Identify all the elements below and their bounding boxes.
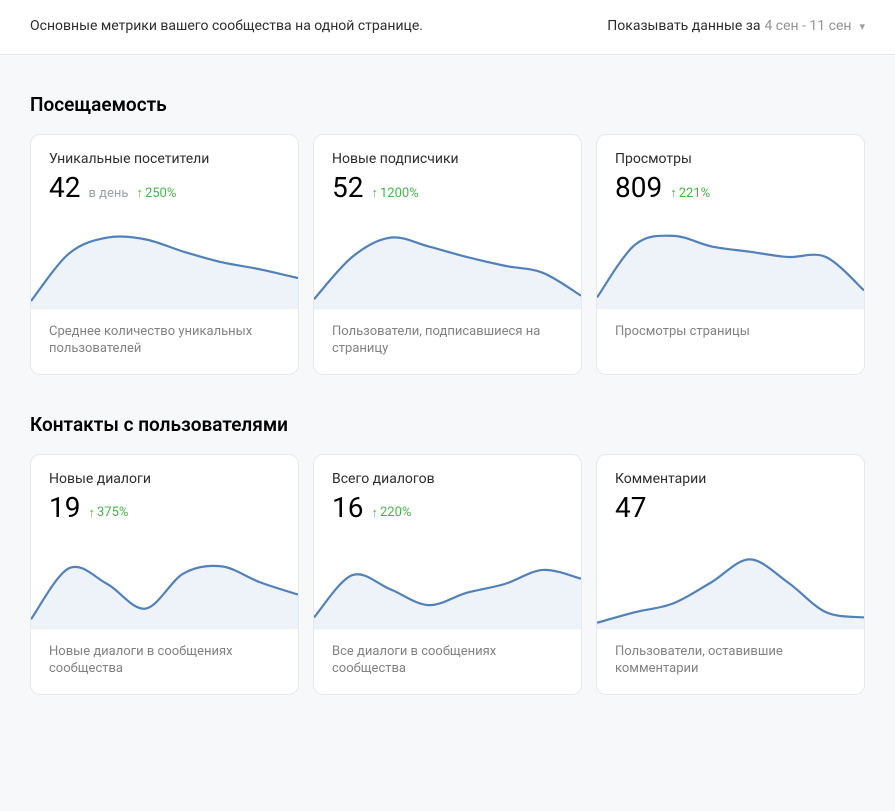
card-title: Уникальные посетители (49, 151, 280, 167)
metrics-section: Посещаемость Уникальные посетители 42 в ден… (0, 93, 895, 375)
card-value-row: 42 в день ↑ 250% (49, 173, 280, 204)
card-value-row: 52 ↑ 1200% (332, 173, 563, 204)
card-value-row: 19 ↑ 375% (49, 493, 280, 524)
section-title: Контакты с пользователями (30, 413, 865, 436)
card-trend: ↑ 220% (371, 505, 411, 521)
card-trend-pct: 375% (97, 505, 128, 520)
sparkline-chart (31, 220, 298, 308)
metric-card[interactable]: Новые подписчики 52 ↑ 1200% Пользователи, … (313, 134, 582, 375)
card-footer: Просмотры страницы (597, 308, 864, 366)
card-title: Новые подписчики (332, 151, 563, 167)
header-description: Основные метрики вашего сообщества на од… (30, 18, 423, 34)
arrow-up-icon: ↑ (88, 505, 95, 521)
sparkline-chart (314, 220, 581, 308)
arrow-up-icon: ↑ (136, 185, 143, 201)
date-label: Показывать данные за (607, 18, 760, 34)
card-footer: Пользователи, подписавшиеся на страницу (314, 308, 581, 374)
card-value-row: 809 ↑ 221% (615, 173, 846, 204)
card-trend: ↑ 1200% (371, 185, 418, 201)
metric-card[interactable]: Новые диалоги 19 ↑ 375% Новые диалоги в со… (30, 454, 299, 695)
section-title: Посещаемость (30, 93, 865, 116)
card-footer: Среднее количество уникальных пользовате… (31, 308, 298, 374)
date-range-picker[interactable]: Показывать данные за 4 сен - 11 сен ▾ (607, 18, 865, 34)
arrow-up-icon: ↑ (371, 185, 378, 201)
card-trend: ↑ 221% (670, 185, 710, 201)
card-trend: ↑ 375% (88, 505, 128, 521)
card-trend-pct: 220% (380, 505, 411, 520)
arrow-up-icon: ↑ (670, 185, 677, 201)
card-header: Всего диалогов 16 ↑ 220% (314, 455, 581, 530)
card-trend-pct: 1200% (380, 186, 419, 201)
header-bar: Основные метрики вашего сообщества на од… (0, 0, 895, 55)
card-value: 42 (49, 173, 80, 204)
cards-row: Новые диалоги 19 ↑ 375% Новые диалоги в со… (30, 454, 865, 695)
card-value: 16 (332, 493, 363, 524)
card-header: Новые диалоги 19 ↑ 375% (31, 455, 298, 530)
card-trend-pct: 250% (145, 186, 176, 201)
card-value: 809 (615, 173, 662, 204)
card-value: 47 (615, 493, 646, 524)
card-footer: Все диалоги в сообщениях сообщества (314, 628, 581, 694)
card-value-row: 47 (615, 493, 846, 524)
sparkline-chart (597, 540, 864, 628)
card-title: Новые диалоги (49, 471, 280, 487)
sparkline-chart (597, 220, 864, 308)
card-footer: Пользователи, оставившие комментарии (597, 628, 864, 694)
metric-card[interactable]: Комментарии 47 Пользователи, оставившие к… (596, 454, 865, 695)
card-title: Просмотры (615, 151, 846, 167)
sparkline-chart (31, 540, 298, 628)
card-sublabel: в день (88, 186, 128, 201)
card-title: Комментарии (615, 471, 846, 487)
card-header: Просмотры 809 ↑ 221% (597, 135, 864, 210)
card-value: 19 (49, 493, 80, 524)
metrics-section: Контакты с пользователями Новые диалоги 19… (0, 413, 895, 695)
card-header: Комментарии 47 (597, 455, 864, 530)
card-trend: ↑ 250% (136, 185, 176, 201)
cards-row: Уникальные посетители 42 в день ↑ 250% Сред… (30, 134, 865, 375)
card-title: Всего диалогов (332, 471, 563, 487)
card-footer: Новые диалоги в сообщениях сообщества (31, 628, 298, 694)
date-range-value: 4 сен - 11 сен (764, 18, 851, 34)
sparkline-chart (314, 540, 581, 628)
metric-card[interactable]: Всего диалогов 16 ↑ 220% Все диалоги в соо… (313, 454, 582, 695)
card-header: Новые подписчики 52 ↑ 1200% (314, 135, 581, 210)
chevron-down-icon: ▾ (859, 20, 865, 33)
card-trend-pct: 221% (679, 186, 710, 201)
card-value: 52 (332, 173, 363, 204)
metric-card[interactable]: Уникальные посетители 42 в день ↑ 250% Сред… (30, 134, 299, 375)
metric-card[interactable]: Просмотры 809 ↑ 221% Просмотры страницы (596, 134, 865, 375)
card-header: Уникальные посетители 42 в день ↑ 250% (31, 135, 298, 210)
card-value-row: 16 ↑ 220% (332, 493, 563, 524)
arrow-up-icon: ↑ (371, 505, 378, 521)
